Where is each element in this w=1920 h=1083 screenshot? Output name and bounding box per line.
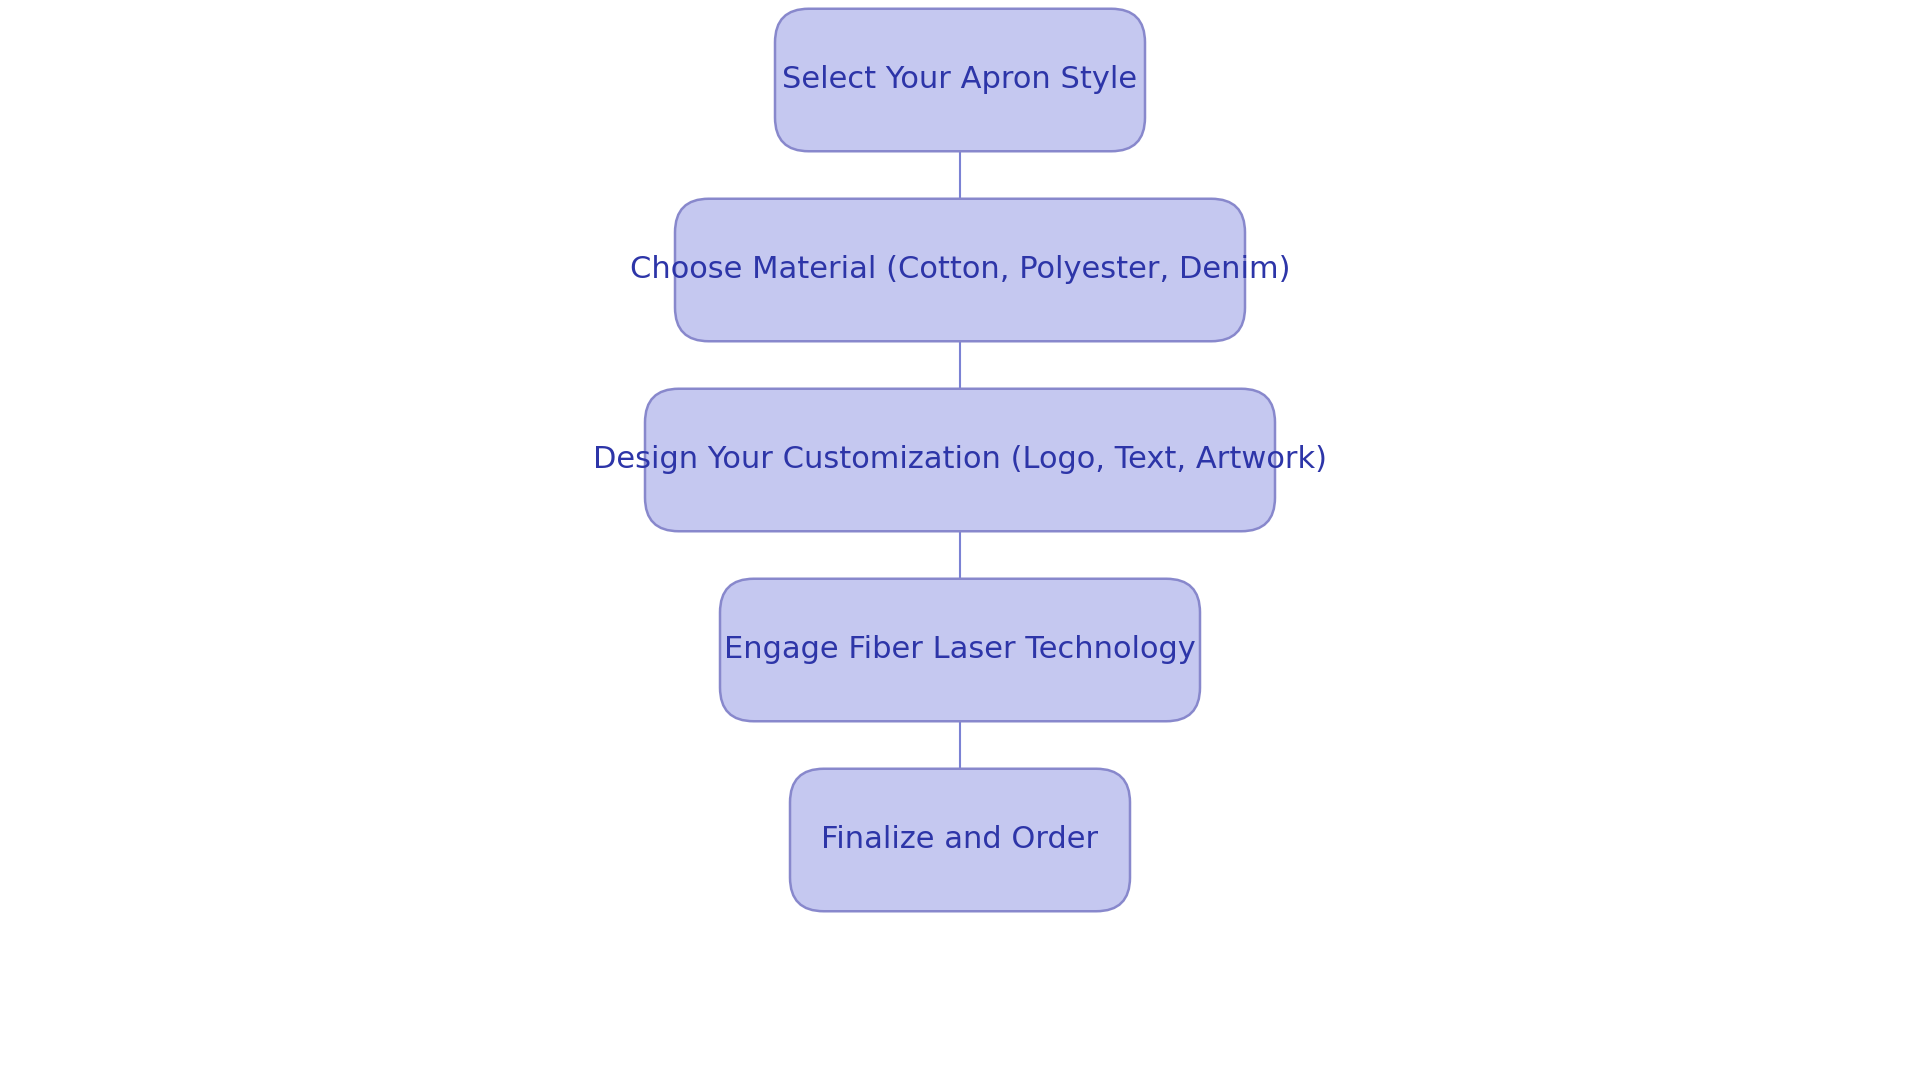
FancyBboxPatch shape: [720, 578, 1200, 721]
Text: Design Your Customization (Logo, Text, Artwork): Design Your Customization (Logo, Text, A…: [593, 445, 1327, 474]
FancyBboxPatch shape: [776, 9, 1144, 152]
FancyBboxPatch shape: [789, 769, 1131, 911]
Text: Finalize and Order: Finalize and Order: [822, 825, 1098, 854]
Text: Choose Material (Cotton, Polyester, Denim): Choose Material (Cotton, Polyester, Deni…: [630, 256, 1290, 285]
Text: Select Your Apron Style: Select Your Apron Style: [783, 65, 1137, 94]
FancyBboxPatch shape: [676, 199, 1244, 341]
Text: Engage Fiber Laser Technology: Engage Fiber Laser Technology: [724, 636, 1196, 665]
FancyBboxPatch shape: [645, 389, 1275, 532]
